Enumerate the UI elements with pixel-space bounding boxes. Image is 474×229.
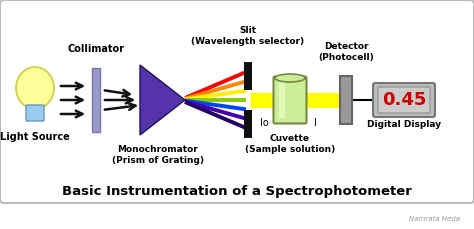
FancyBboxPatch shape (26, 105, 44, 121)
Text: I: I (314, 118, 317, 128)
Text: Detector
(Photocell): Detector (Photocell) (318, 42, 374, 62)
Text: Monochromator
(Prism of Grating): Monochromator (Prism of Grating) (112, 145, 204, 165)
FancyBboxPatch shape (0, 0, 474, 203)
Bar (340, 76, 352, 124)
Bar (279, 82, 285, 118)
Text: Slit
(Wavelength selector): Slit (Wavelength selector) (191, 26, 305, 46)
Text: Cuvette
(Sample solution): Cuvette (Sample solution) (245, 134, 335, 154)
FancyBboxPatch shape (273, 76, 307, 123)
Ellipse shape (16, 67, 54, 109)
Text: Basic Instrumentation of a Spectrophotometer: Basic Instrumentation of a Spectrophotom… (62, 185, 412, 199)
Ellipse shape (275, 74, 305, 82)
Bar (244, 62, 252, 90)
Bar (244, 110, 252, 138)
Text: 0.45: 0.45 (382, 91, 426, 109)
Text: Collimator: Collimator (67, 44, 125, 54)
Text: Digital Display: Digital Display (367, 120, 441, 129)
Text: Namrata Heda: Namrata Heda (409, 216, 460, 222)
Text: Io: Io (260, 118, 268, 128)
Text: Light Source: Light Source (0, 132, 70, 142)
FancyBboxPatch shape (373, 83, 435, 117)
FancyBboxPatch shape (378, 87, 430, 113)
Polygon shape (140, 65, 185, 135)
Bar (92, 68, 100, 132)
